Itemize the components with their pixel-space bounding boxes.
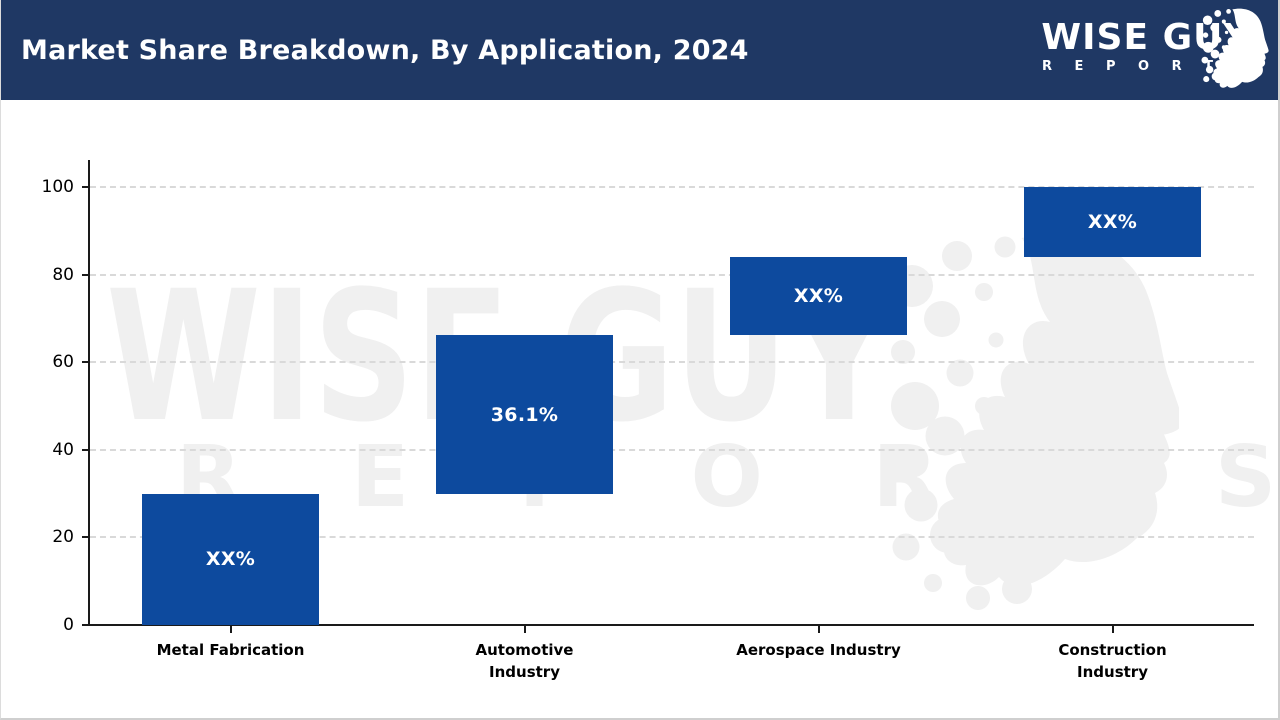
y-tick-label: 20 bbox=[52, 527, 74, 548]
category-label-line: Industry bbox=[1077, 662, 1148, 681]
bar-value-label: XX% bbox=[1087, 211, 1138, 234]
bar-value-label: XX% bbox=[205, 548, 256, 571]
y-tick-mark bbox=[82, 536, 90, 539]
brand-logo: WISE GUY R E P O R T S bbox=[1008, 6, 1270, 94]
y-tick-label: 40 bbox=[52, 439, 74, 460]
brand-logo-subtitle: R E P O R T S bbox=[1042, 59, 1254, 74]
category-label-automotive-industry: Automotive Industry bbox=[410, 640, 640, 684]
category-label-line: Aerospace Industry bbox=[736, 641, 901, 659]
category-label-line: Metal Fabrication bbox=[156, 641, 305, 659]
gridline-60 bbox=[90, 361, 1254, 364]
category-label-aerospace-industry: Aerospace Industry bbox=[704, 640, 934, 662]
gridline-40 bbox=[90, 448, 1254, 451]
x-tick-mark bbox=[817, 626, 820, 633]
gridline-100 bbox=[90, 186, 1254, 188]
page-title: Market Share Breakdown, By Application, … bbox=[21, 34, 749, 66]
category-label-line: Automotive bbox=[475, 641, 574, 659]
bar-value-label: XX% bbox=[793, 285, 844, 308]
category-label-metal-fabrication: Metal Fabrication bbox=[116, 640, 346, 662]
y-axis bbox=[88, 160, 90, 626]
y-tick-mark bbox=[82, 186, 90, 188]
watermark-face-dots-image bbox=[885, 234, 1179, 610]
x-tick-mark bbox=[523, 626, 526, 633]
category-label-line: Industry bbox=[489, 662, 560, 681]
bar-construction-industry: XX% bbox=[1024, 187, 1201, 258]
y-tick-mark bbox=[82, 273, 90, 276]
y-tick-mark bbox=[82, 448, 90, 451]
y-tick-label: 60 bbox=[52, 352, 74, 373]
bar-value-label: 36.1% bbox=[490, 403, 559, 426]
x-axis bbox=[88, 624, 1254, 626]
bar-automotive-industry: 36.1% bbox=[436, 335, 613, 494]
y-tick-mark bbox=[82, 624, 90, 626]
y-tick-label: 100 bbox=[41, 177, 74, 197]
y-tick-label: 80 bbox=[52, 264, 74, 285]
bar-metal-fabrication: XX% bbox=[142, 493, 319, 625]
y-tick-mark bbox=[82, 361, 90, 364]
x-tick-mark bbox=[229, 626, 232, 633]
header-bar: Market Share Breakdown, By Application, … bbox=[1, 0, 1278, 100]
brand-logo-face-icon bbox=[1201, 8, 1269, 88]
y-tick-label: 0 bbox=[63, 615, 74, 635]
gridline-80 bbox=[90, 273, 1254, 276]
bar-aerospace-industry: XX% bbox=[730, 257, 907, 336]
x-tick-mark bbox=[1111, 626, 1114, 633]
category-label-construction-industry: Construction Industry bbox=[998, 640, 1228, 684]
category-label-line: Construction bbox=[1058, 641, 1167, 659]
gridline-20 bbox=[90, 536, 1254, 539]
